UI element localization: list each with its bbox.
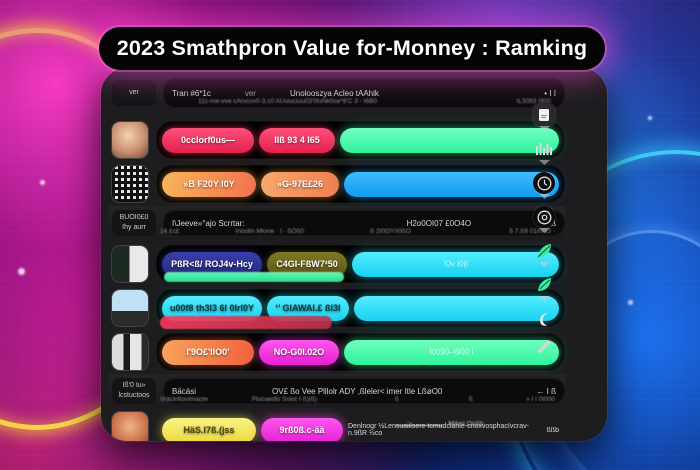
glow-dot [648,116,652,120]
row-progress-bar[interactable]: ’Ov i0(l [352,251,559,277]
row-progress-bar[interactable]: I0090–I900 I [344,339,559,365]
rail-item[interactable] [533,104,555,134]
row-content: »B F20Y I0Y »G-97E£26 [156,165,565,203]
info-row-subline: Vräclnltoolmacte Plooaedls Solot I·ß)Iß)… [160,396,555,403]
rail-item[interactable] [533,274,555,304]
info-col-1: Bäcäsi [172,386,197,396]
row-pill-secondary[interactable]: IIß 93 4 I65 [259,127,335,153]
app-content: ver Tran #6*1c ver Unolooszya Acleo tAAh… [108,76,565,441]
row-bar-label: ’Ov i0(l [443,259,468,269]
glow-dot [628,300,633,305]
rail-item[interactable] [533,308,555,330]
table-row[interactable]: 0cclorf0us— IIß 93 4 I65 [108,118,565,162]
chevron-down-icon[interactable] [538,160,550,165]
table-row[interactable]: I'9O£'IlO0’ NO-G0I.02O I0090–I900 I [108,330,565,374]
portrait-thumbnail-2[interactable] [112,412,148,441]
row-pill-primary[interactable]: HäS.I7ß.(jss [162,417,256,441]
info-row-rank: BUOI0£0 Ihy aurr [112,210,156,236]
landscape-thumbnail[interactable] [112,290,148,326]
portrait-thumbnail[interactable] [112,122,148,158]
header-main: Tran #6*1c ver Unolooszya Acleo tAAhlk •… [163,78,565,108]
chevron-down-icon[interactable] [538,228,550,233]
rail-item[interactable] [533,172,555,202]
rail-item[interactable] [533,240,555,270]
rail-item[interactable] [533,206,555,236]
info-col-1: I\Jeeve»°ajo Scrrtar: [172,218,245,228]
glow-dot [40,180,45,185]
row-pill-secondary[interactable]: »G-97E£26 [261,171,339,197]
row-pill-primary[interactable]: 0cclorf0us— [162,127,254,153]
info-row-main: I\Jeeve»°ajo Scrrtar: H2o0OI07 £0O4O ß [163,210,565,236]
leaf-icon-2[interactable] [533,274,555,296]
chevron-down-icon[interactable] [538,296,550,301]
header-sub-long: 11c-me-vve cArvcvv0-3.c0 AUsiuciuu03'0tv… [198,98,378,105]
footer-note: Mikol Osßb [328,421,551,428]
clock-icon[interactable] [533,172,555,194]
header-subline: 11c-me-vve cArvcvv0-3.c0 AUsiuciuu03'0tv… [198,98,551,434]
divider [395,425,444,426]
row-content: HäS.I7ß.(jss 9rß0ß.c-ää Denlnogr ½Lensua… [156,411,565,441]
header-left-label: ver [112,80,156,106]
info-row-rank: Iß'0 Iu» lcstuctoos [112,378,156,404]
page-title: 2023 Smathpron Value for-Monney : Ramkin… [116,36,588,60]
row-progress-bar[interactable] [340,127,559,153]
leaf-icon[interactable] [533,240,555,262]
phones-row-thumbnail[interactable] [112,334,148,370]
row-bar-label: I0090–I900 I [429,347,474,357]
row-overlay-bar-red [160,316,332,329]
phone-pair-thumbnail[interactable] [112,246,148,282]
row-content: 0cclorf0us— IIß 93 4 I65 [156,121,565,159]
icon-rail [523,84,565,427]
moon-icon[interactable] [533,308,555,330]
info-row: BUOI0£0 Ihy aurr I\Jeeve»°ajo Scrrtar: H… [108,206,565,240]
info-col-2: OV£ ßo Vee Plllolr ADY ,ßleler< imer Itl… [272,386,443,396]
gear-icon[interactable] [533,206,555,228]
row-progress-bar[interactable] [354,295,559,321]
row-pill-secondary[interactable]: NO-G0I.02O [259,339,339,365]
info-col-2: H2o0OI07 £0O4O [406,218,472,228]
info-row-subline: 14 £c£ Inoolln Mlone · I · ßOß0 ß 2I0OY/… [160,228,555,235]
page-title-chip: 2023 Smathpron Value for-Monney : Ramkin… [99,27,605,70]
equalizer-icon[interactable] [533,138,555,160]
rail-item[interactable] [533,334,555,356]
glow-dot [18,268,25,275]
header-col2: ver [244,88,256,98]
row-overlay-bar [164,272,344,282]
chevron-down-icon[interactable] [538,262,550,267]
row-pill-primary[interactable]: I'9O£'IlO0’ [162,339,254,365]
header-sub-right: IL5093 I900 [516,98,551,105]
info-row-main: Bäcäsi OV£ ßo Vee Plllolr ADY ,ßleler< i… [163,378,565,404]
pen-icon[interactable] [533,334,555,356]
rail-item[interactable] [533,138,555,168]
header-col3: Unolooszya Acleo tAAhlk [289,88,379,98]
info-col-3: ß [551,218,556,228]
chevron-down-icon[interactable] [538,126,550,131]
row-pill-primary[interactable]: »B F20Y I0Y [162,171,256,197]
app-window-frame: ver Tran #6*1c ver Unolooszya Acleo tAAh… [101,68,607,441]
header-actions-icon[interactable]: • I I [544,88,556,98]
table-header: ver Tran #6*1c ver Unolooszya Acleo tAAh… [108,76,565,110]
row-tail-text: Denlnogr ½Lensuaiilsere tcmudclanle-cnox… [348,423,559,437]
chevron-down-icon[interactable] [538,194,550,199]
table-row[interactable]: »B F20Y I0Y »G-97E£26 [108,162,565,206]
qr-code-thumbnail[interactable] [112,166,148,202]
info-col-3[interactable]: ← I ß [536,386,556,396]
row-progress-bar[interactable] [344,171,559,197]
row-pill-secondary[interactable]: 9rß0ß.c-ää [261,417,343,441]
info-row: Iß'0 Iu» lcstuctoos Bäcäsi OV£ ßo Vee Pl… [108,374,565,408]
header-col1: Tran #6*1c [172,88,211,98]
document-icon[interactable] [533,104,555,126]
row-content: I'9O£'IlO0’ NO-G0I.02O I0090–I900 I [156,333,565,371]
